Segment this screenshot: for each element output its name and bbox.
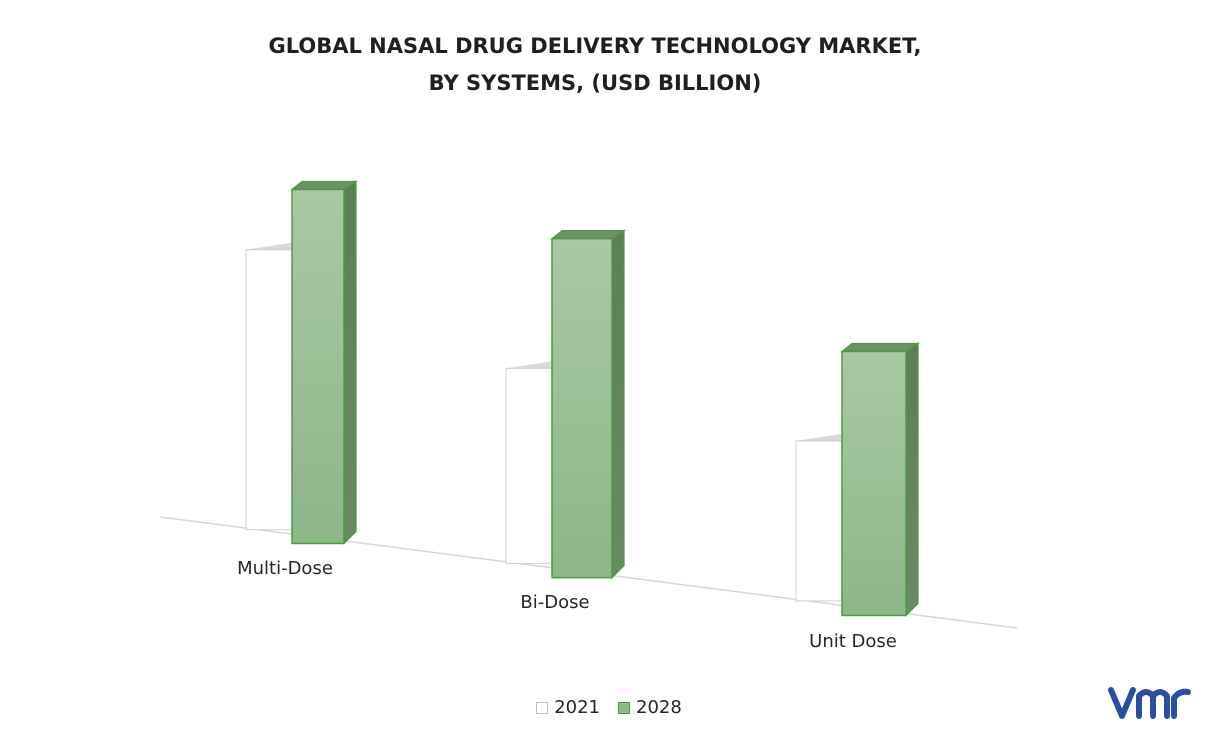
chart-title-line-1: GLOBAL NASAL DRUG DELIVERY TECHNOLOGY MA…	[268, 34, 922, 58]
chart-title-line-2: BY SYSTEMS, (USD BILLION)	[428, 71, 762, 95]
legend-label-2028: 2028	[636, 697, 682, 718]
bar-top-2028-unit-dose	[840, 342, 920, 353]
legend-item-2021: 2021	[536, 697, 600, 718]
bar-2028-unit-dose	[841, 350, 907, 617]
legend-swatch-2028	[618, 701, 630, 714]
bar-side-2028-unit-dose	[905, 342, 919, 617]
chart-title: GLOBAL NASAL DRUG DELIVERY TECHNOLOGY MA…	[0, 28, 1190, 102]
legend-swatch-2021	[536, 701, 549, 714]
legend-label-2021: 2021	[554, 697, 600, 718]
bar-2028-multi-dose	[291, 188, 345, 545]
bar-side-2028-bi-dose	[611, 229, 625, 580]
bar-2028-bi-dose	[551, 237, 613, 579]
bar-side-2028-multi-dose	[343, 180, 357, 545]
legend: 2021 2028	[0, 697, 1212, 718]
legend-item-2028: 2028	[618, 697, 682, 718]
vmr-logo-icon	[1108, 687, 1191, 719]
bars-layer	[245, 180, 920, 617]
category-labels: Multi-Dose Bi-Dose Unit Dose	[237, 558, 897, 652]
bar-2021-multi-dose	[245, 249, 301, 531]
category-label-unit-dose: Unit Dose	[809, 631, 897, 652]
bar-top-2028-multi-dose	[290, 180, 358, 191]
category-label-multi-dose: Multi-Dose	[237, 558, 333, 579]
bar-top-2028-bi-dose	[550, 230, 626, 240]
category-label-bi-dose: Bi-Dose	[520, 592, 589, 613]
